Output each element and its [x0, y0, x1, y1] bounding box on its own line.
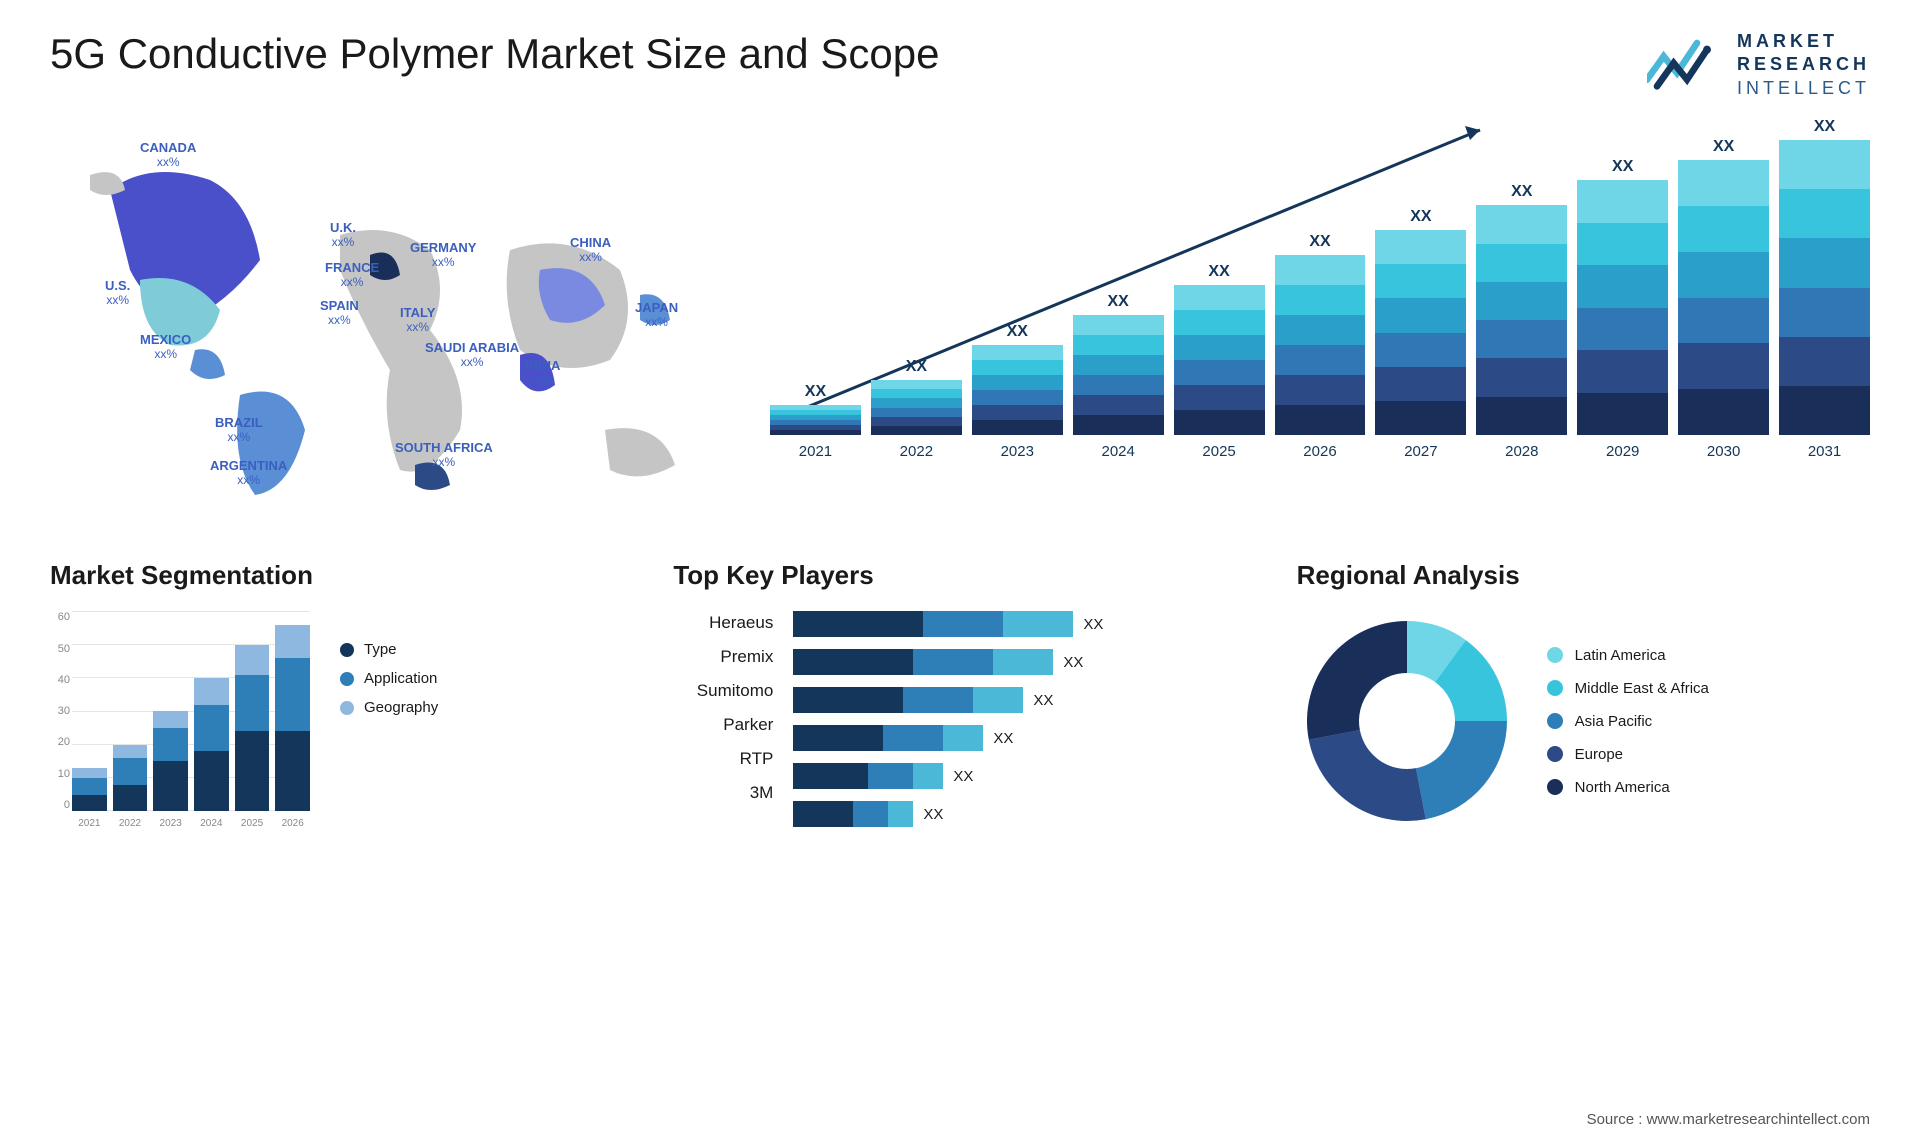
map-label-spain: SPAINxx%	[320, 298, 359, 327]
map-label-china: CHINAxx%	[570, 235, 611, 264]
player-row-premix: XX	[793, 649, 1246, 675]
regional-donut	[1297, 611, 1517, 831]
donut-slice-asiapacific	[1416, 721, 1507, 819]
player-name-sumitomo: Sumitomo	[673, 681, 773, 701]
map-label-southafrica: SOUTH AFRICAxx%	[395, 440, 493, 469]
player-name-heraeus: Heraeus	[673, 613, 773, 633]
seg-col-2024: 2024	[194, 611, 229, 811]
logo-line1: MARKET	[1737, 30, 1870, 53]
growth-col-2031: XX2031	[1779, 118, 1870, 460]
map-label-argentina: ARGENTINAxx%	[210, 458, 287, 487]
players-title: Top Key Players	[673, 560, 1246, 591]
segmentation-chart: 6050403020100 202120222023202420252026	[50, 611, 310, 831]
logo-line3: INTELLECT	[1737, 77, 1870, 100]
regional-panel: Regional Analysis Latin America Middle Ea…	[1297, 560, 1870, 831]
map-label-japan: JAPANxx%	[635, 300, 678, 329]
logo-line2: RESEARCH	[1737, 53, 1870, 76]
growth-col-2028: XX2028	[1476, 183, 1567, 460]
map-svg	[50, 120, 730, 520]
map-label-brazil: BRAZILxx%	[215, 415, 263, 444]
growth-col-2025: XX2025	[1174, 263, 1265, 460]
seg-col-2021: 2021	[72, 611, 107, 811]
map-label-saudiarabia: SAUDI ARABIAxx%	[425, 340, 519, 369]
regional-title: Regional Analysis	[1297, 560, 1870, 591]
seg-legend-type: Type	[340, 641, 438, 658]
player-name-3m: 3M	[673, 783, 773, 803]
player-name-rtp: RTP	[673, 749, 773, 769]
player-row-parker: XX	[793, 725, 1246, 751]
growth-col-2026: XX2026	[1275, 233, 1366, 460]
reg-legend-europe: Europe	[1547, 746, 1709, 763]
growth-chart: XX2021XX2022XX2023XX2024XX2025XX2026XX20…	[770, 120, 1870, 520]
map-label-india: INDIAxx%	[525, 358, 560, 387]
donut-slice-northamerica	[1307, 621, 1407, 740]
player-name-parker: Parker	[673, 715, 773, 735]
map-label-france: FRANCExx%	[325, 260, 379, 289]
seg-legend-application: Application	[340, 670, 438, 687]
player-row-heraeus: XX	[793, 611, 1246, 637]
map-label-us: U.S.xx%	[105, 278, 130, 307]
reg-legend-middleeastafrica: Middle East & Africa	[1547, 680, 1709, 697]
seg-col-2025: 2025	[235, 611, 270, 811]
map-label-italy: ITALYxx%	[400, 305, 435, 334]
world-map: CANADAxx% U.S.xx% MEXICOxx% BRAZILxx% ARGENT…	[50, 120, 730, 520]
map-label-uk: U.K.xx%	[330, 220, 356, 249]
growth-col-2027: XX2027	[1375, 208, 1466, 460]
growth-col-2030: XX2030	[1678, 138, 1769, 460]
seg-col-2026: 2026	[275, 611, 310, 811]
growth-col-2024: XX2024	[1073, 293, 1164, 460]
seg-col-2023: 2023	[153, 611, 188, 811]
segmentation-legend: Type Application Geography	[340, 611, 438, 831]
player-row-sumitomo: XX	[793, 687, 1246, 713]
players-panel: Top Key Players Heraeus Premix Sumitomo Par…	[673, 560, 1246, 831]
map-label-mexico: MEXICOxx%	[140, 332, 191, 361]
player-row-rtp: XX	[793, 763, 1246, 789]
seg-col-2022: 2022	[113, 611, 148, 811]
page-title: 5G Conductive Polymer Market Size and Sc…	[50, 30, 939, 78]
map-label-canada: CANADAxx%	[140, 140, 196, 169]
segmentation-title: Market Segmentation	[50, 560, 623, 591]
growth-col-2029: XX2029	[1577, 158, 1668, 460]
player-row-3m: XX	[793, 801, 1246, 827]
regional-legend: Latin America Middle East & Africa Asia Pa…	[1547, 647, 1709, 796]
segmentation-panel: Market Segmentation 6050403020100 202120…	[50, 560, 623, 831]
growth-col-2021: XX2021	[770, 383, 861, 460]
growth-col-2023: XX2023	[972, 323, 1063, 460]
brand-logo: MARKET RESEARCH INTELLECT	[1647, 30, 1870, 100]
growth-col-2022: XX2022	[871, 358, 962, 460]
map-label-germany: GERMANYxx%	[410, 240, 476, 269]
reg-legend-asiapacific: Asia Pacific	[1547, 713, 1709, 730]
seg-legend-geography: Geography	[340, 699, 438, 716]
reg-legend-latinamerica: Latin America	[1547, 647, 1709, 664]
player-name-premix: Premix	[673, 647, 773, 667]
donut-slice-europe	[1308, 730, 1425, 821]
reg-legend-northamerica: North America	[1547, 779, 1709, 796]
source-text: Source : www.marketresearchintellect.com	[1587, 1111, 1870, 1128]
logo-icon	[1647, 33, 1727, 98]
